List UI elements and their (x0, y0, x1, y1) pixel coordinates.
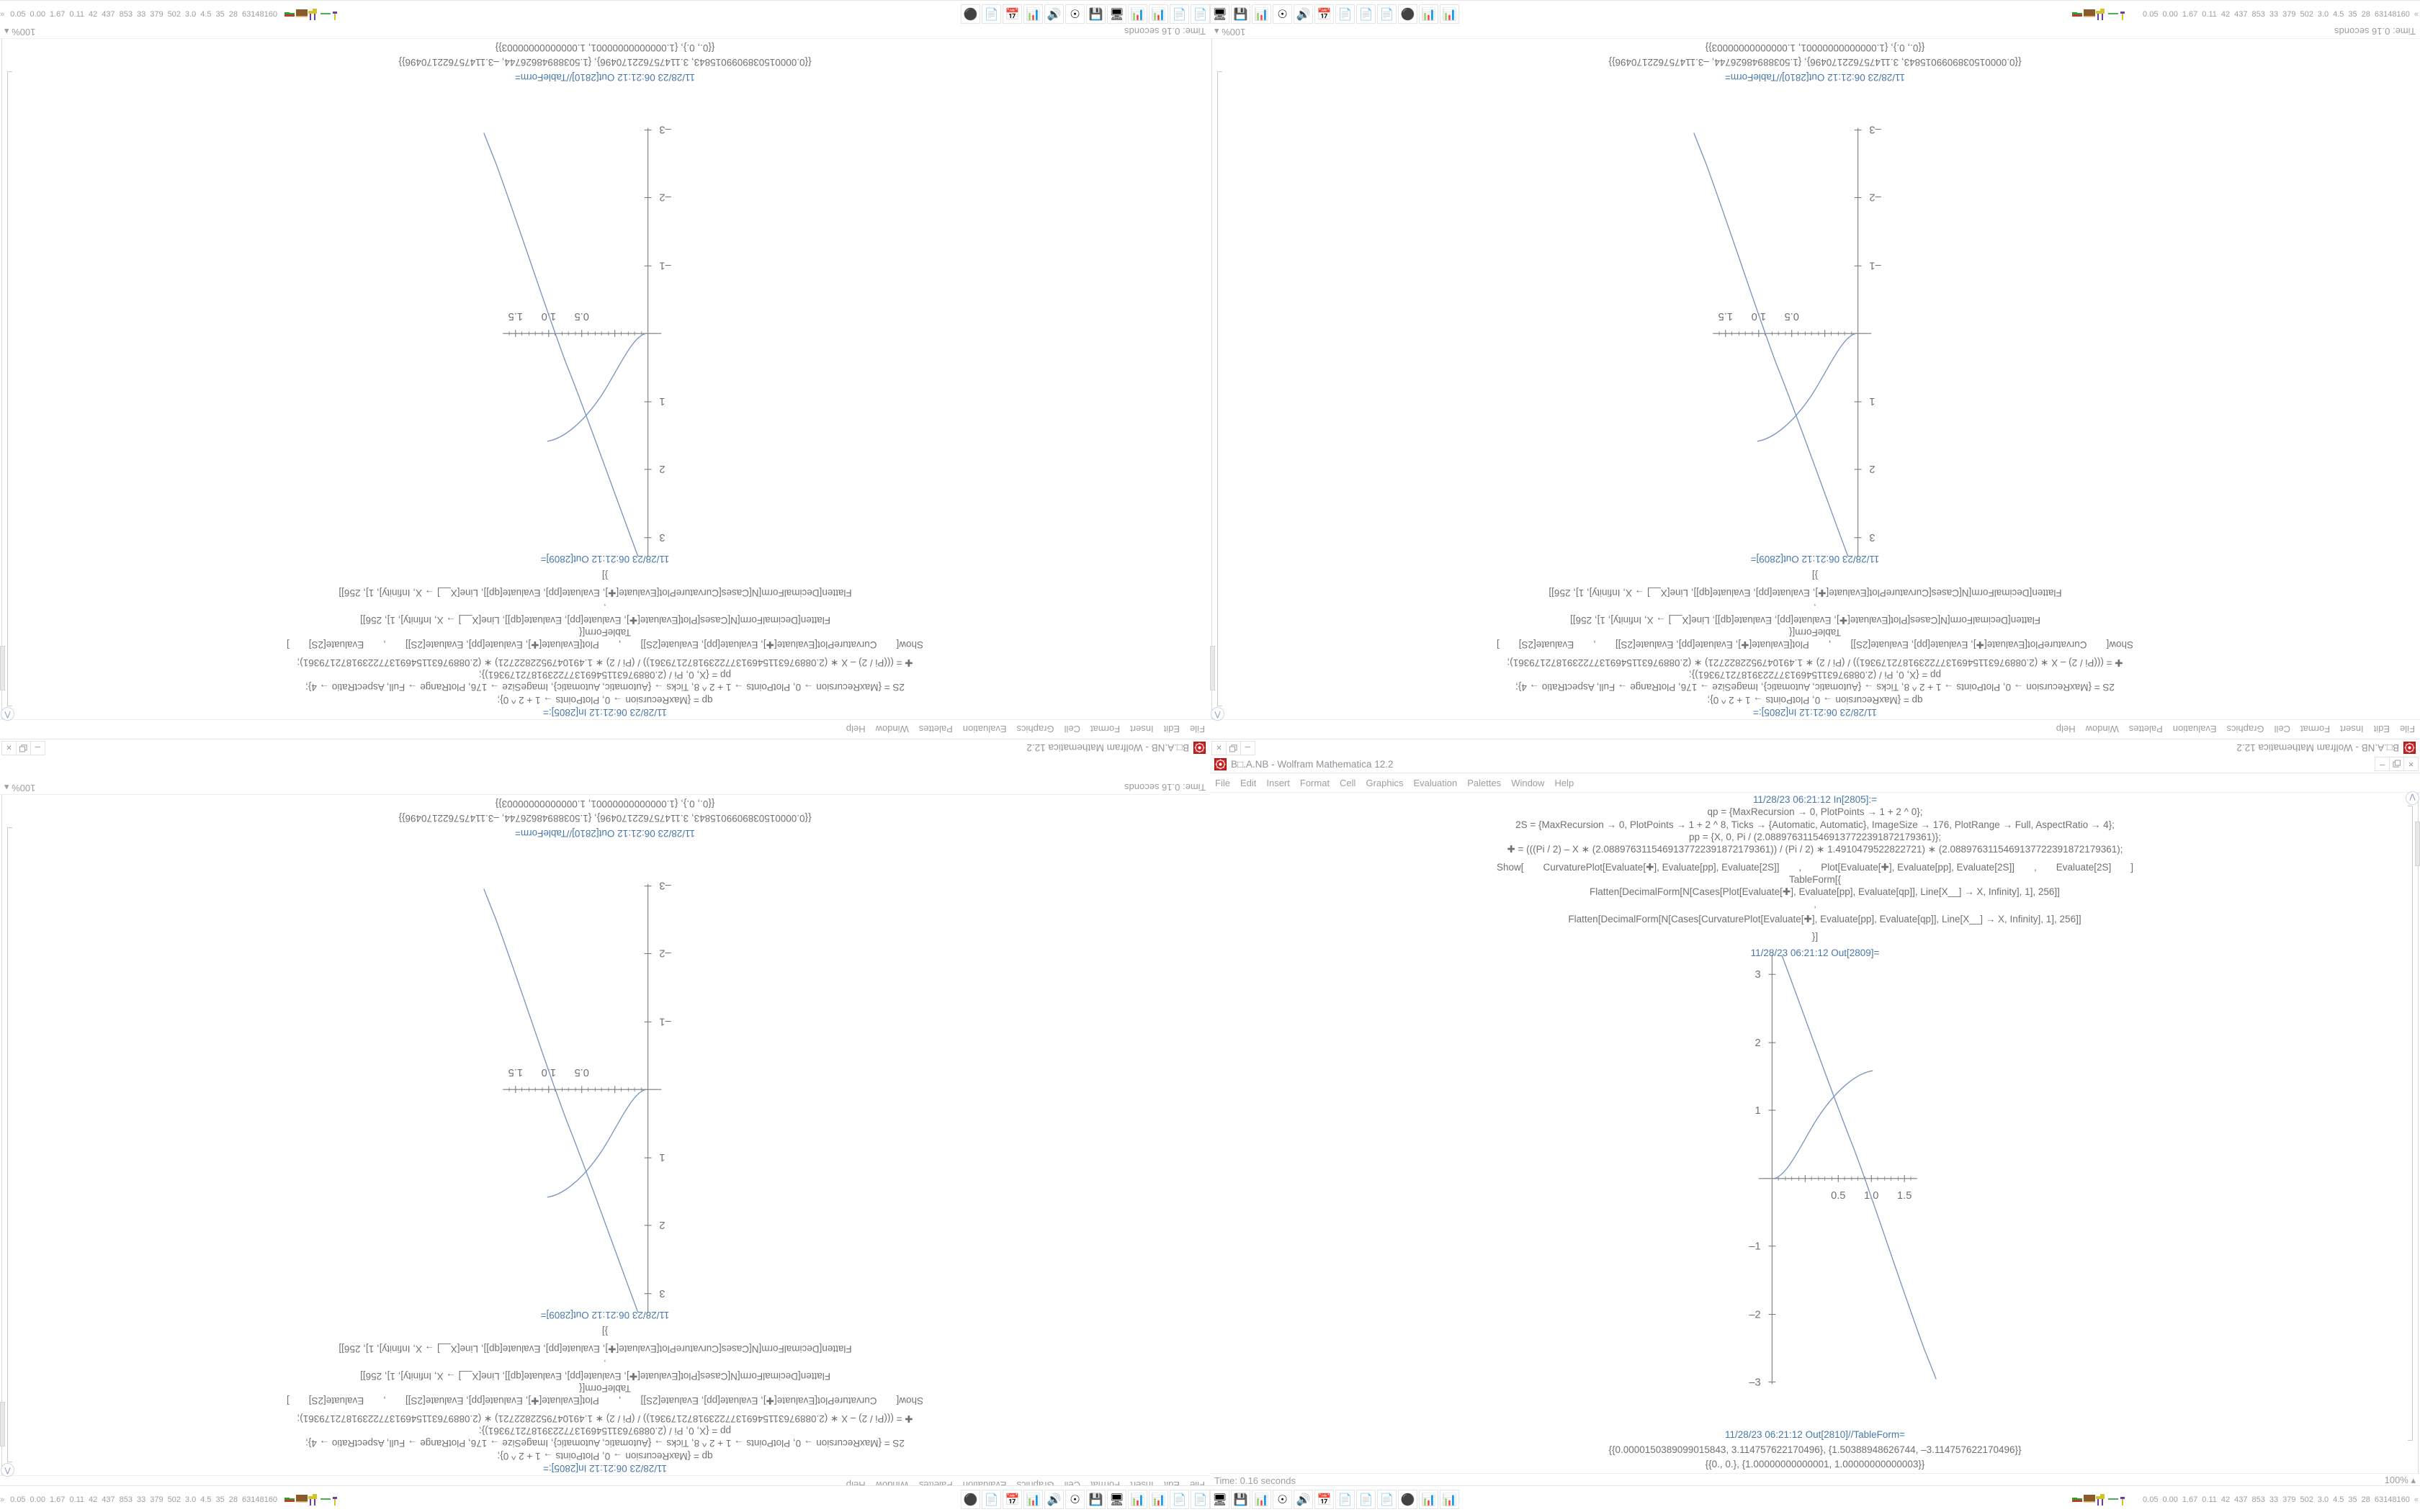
svg-text:–1: –1 (1749, 1241, 1760, 1253)
svg-text:–2: –2 (659, 192, 671, 203)
svg-text:1.5: 1.5 (1718, 310, 1733, 322)
svg-text:–1: –1 (1869, 259, 1881, 271)
svg-text:0.5: 0.5 (575, 1066, 589, 1078)
svg-text:1: 1 (659, 1151, 665, 1163)
svg-text:–2: –2 (1869, 192, 1881, 203)
svg-text:3: 3 (1755, 969, 1761, 981)
svg-text:2: 2 (1755, 1038, 1761, 1049)
svg-text:1: 1 (1869, 395, 1875, 407)
svg-text:2: 2 (659, 463, 665, 474)
svg-text:0.5: 0.5 (1785, 310, 1799, 322)
svg-text:–1: –1 (659, 1015, 671, 1027)
svg-text:–3: –3 (659, 880, 671, 891)
svg-text:0.5: 0.5 (575, 310, 589, 322)
svg-text:1.5: 1.5 (1897, 1190, 1912, 1202)
svg-text:2: 2 (659, 1219, 665, 1230)
svg-text:3: 3 (1869, 531, 1875, 543)
svg-text:2: 2 (1869, 463, 1875, 474)
svg-text:1.5: 1.5 (508, 1066, 523, 1078)
svg-text:3: 3 (659, 531, 665, 543)
svg-text:1.5: 1.5 (508, 310, 523, 322)
svg-text:0.5: 0.5 (1831, 1190, 1845, 1202)
svg-text:–1: –1 (659, 259, 671, 271)
svg-text:–3: –3 (1869, 124, 1881, 135)
svg-text:–2: –2 (659, 948, 671, 959)
svg-text:–2: –2 (1749, 1309, 1760, 1320)
svg-text:–3: –3 (659, 124, 671, 135)
svg-text:1: 1 (1755, 1105, 1761, 1117)
svg-text:3: 3 (659, 1287, 665, 1299)
svg-text:–3: –3 (1749, 1377, 1760, 1388)
svg-text:1: 1 (659, 395, 665, 407)
